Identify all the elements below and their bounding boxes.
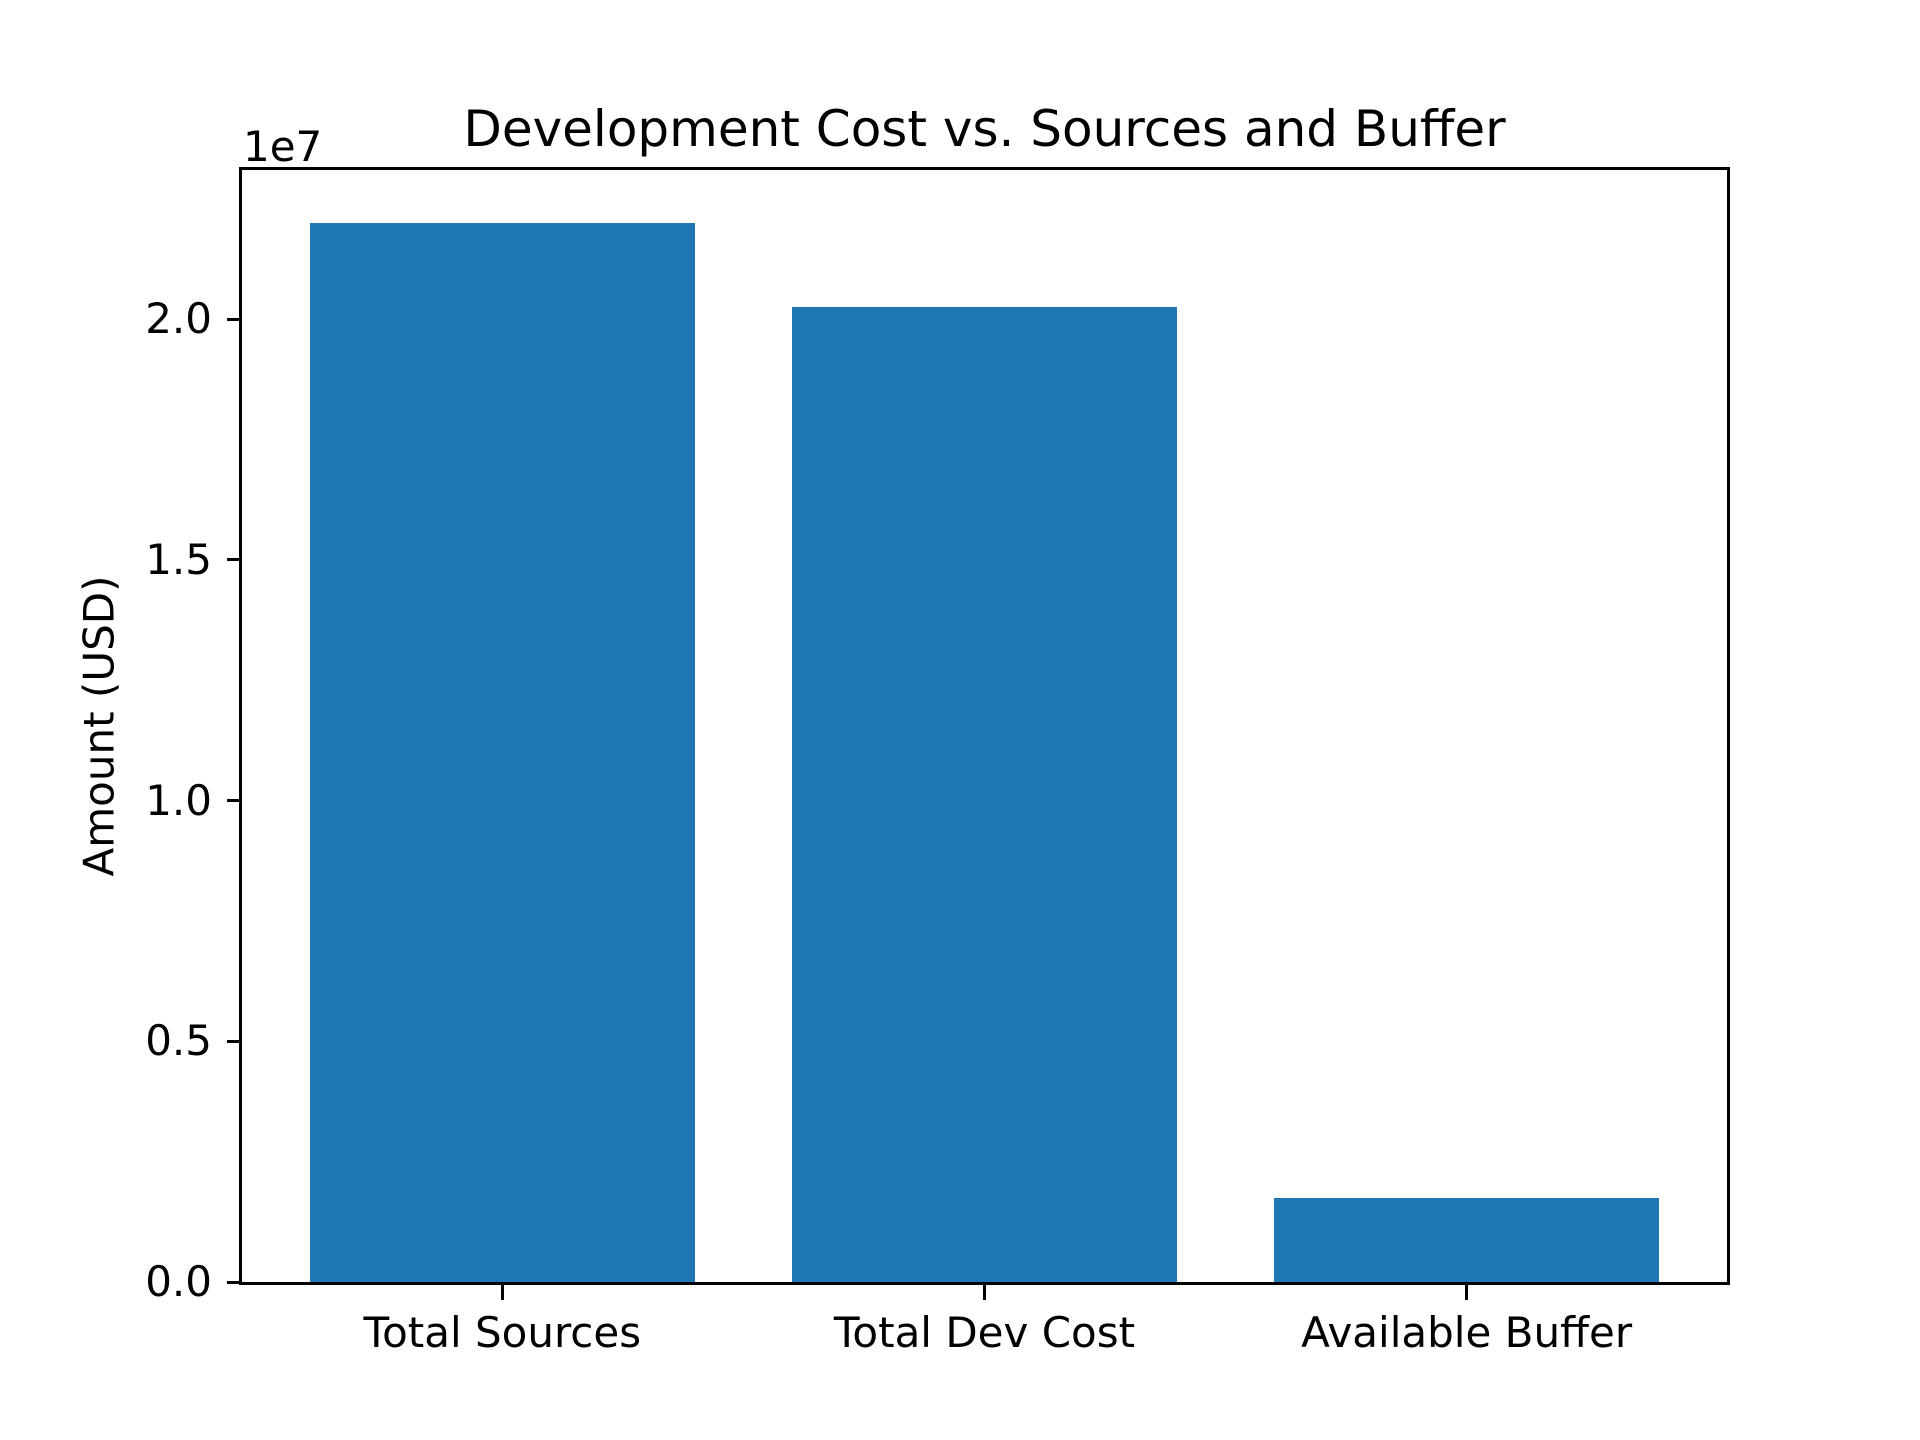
bar-total-sources xyxy=(309,222,696,1282)
y-tick-label: 1.0 xyxy=(145,775,212,825)
y-tick-label: 0.0 xyxy=(145,1257,212,1306)
y-tick-mark xyxy=(227,558,242,562)
plot-area xyxy=(242,170,1727,1282)
y-tick-label: 2.0 xyxy=(145,294,212,344)
bar-available-buffer xyxy=(1273,1197,1660,1282)
x-tick-mark xyxy=(1465,1285,1469,1300)
x-tick-label-total-sources: Total Sources xyxy=(363,1308,642,1357)
x-tick-label-total-dev-cost: Total Dev Cost xyxy=(833,1308,1136,1357)
y-tick-mark xyxy=(227,1280,242,1284)
bar-total-dev-cost xyxy=(791,307,1178,1282)
x-tick-mark xyxy=(983,1285,986,1300)
y-tick-mark xyxy=(227,799,242,803)
x-tick-mark xyxy=(500,1285,504,1300)
y-axis-offset-label: 1e7 xyxy=(243,122,323,171)
chart-title: Development Cost vs. Sources and Buffer xyxy=(463,100,1506,158)
y-tick-mark xyxy=(227,1039,242,1043)
y-tick-label: 0.5 xyxy=(145,1016,212,1066)
x-tick-label-available-buffer: Available Buffer xyxy=(1301,1308,1633,1357)
y-tick-label: 1.5 xyxy=(145,534,212,584)
y-tick-mark xyxy=(227,317,242,321)
y-axis-label: Amount (USD) xyxy=(74,575,124,877)
